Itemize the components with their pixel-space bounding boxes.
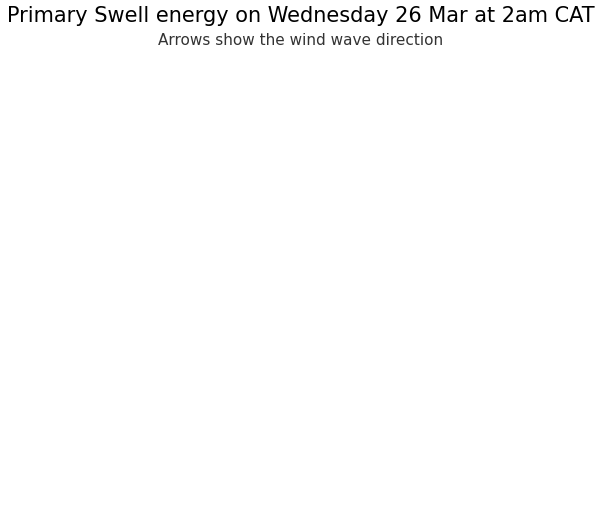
- Text: Arrows show the wind wave direction: Arrows show the wind wave direction: [158, 33, 443, 48]
- Text: Primary Swell energy on Wednesday 26 Mar at 2am CAT: Primary Swell energy on Wednesday 26 Mar…: [7, 6, 594, 26]
